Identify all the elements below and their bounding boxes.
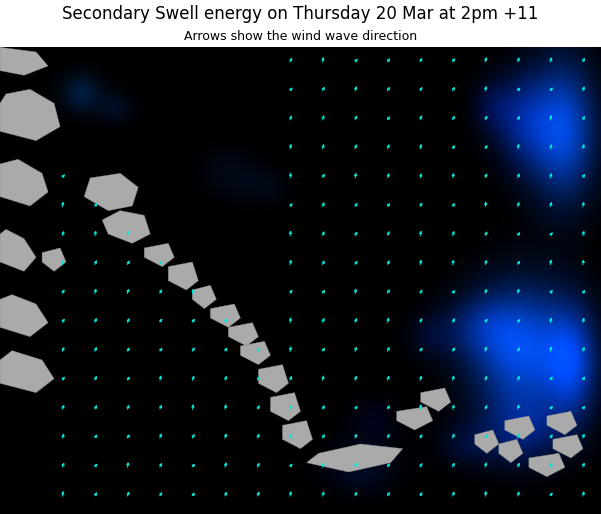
Polygon shape: [258, 364, 288, 393]
Polygon shape: [102, 211, 150, 243]
Polygon shape: [397, 407, 433, 430]
Polygon shape: [421, 388, 451, 411]
Polygon shape: [0, 89, 60, 141]
Polygon shape: [228, 323, 258, 346]
Polygon shape: [240, 341, 270, 364]
Polygon shape: [42, 248, 66, 271]
Polygon shape: [0, 47, 48, 75]
Polygon shape: [0, 295, 48, 337]
Polygon shape: [553, 435, 583, 458]
Polygon shape: [547, 411, 577, 435]
Polygon shape: [210, 304, 240, 327]
Polygon shape: [0, 229, 36, 271]
Polygon shape: [529, 453, 565, 476]
Polygon shape: [505, 416, 535, 439]
Polygon shape: [499, 439, 523, 463]
Polygon shape: [84, 173, 138, 211]
Polygon shape: [270, 393, 300, 420]
Polygon shape: [192, 285, 216, 308]
Polygon shape: [307, 444, 403, 472]
Text: Secondary Swell energy on Thursday 20 Mar at 2pm +11: Secondary Swell energy on Thursday 20 Ma…: [63, 5, 538, 23]
Polygon shape: [144, 243, 174, 267]
Polygon shape: [0, 351, 54, 393]
Polygon shape: [0, 159, 48, 206]
Text: Arrows show the wind wave direction: Arrows show the wind wave direction: [184, 30, 417, 43]
Polygon shape: [475, 430, 499, 453]
Polygon shape: [282, 420, 313, 449]
Polygon shape: [168, 262, 198, 290]
